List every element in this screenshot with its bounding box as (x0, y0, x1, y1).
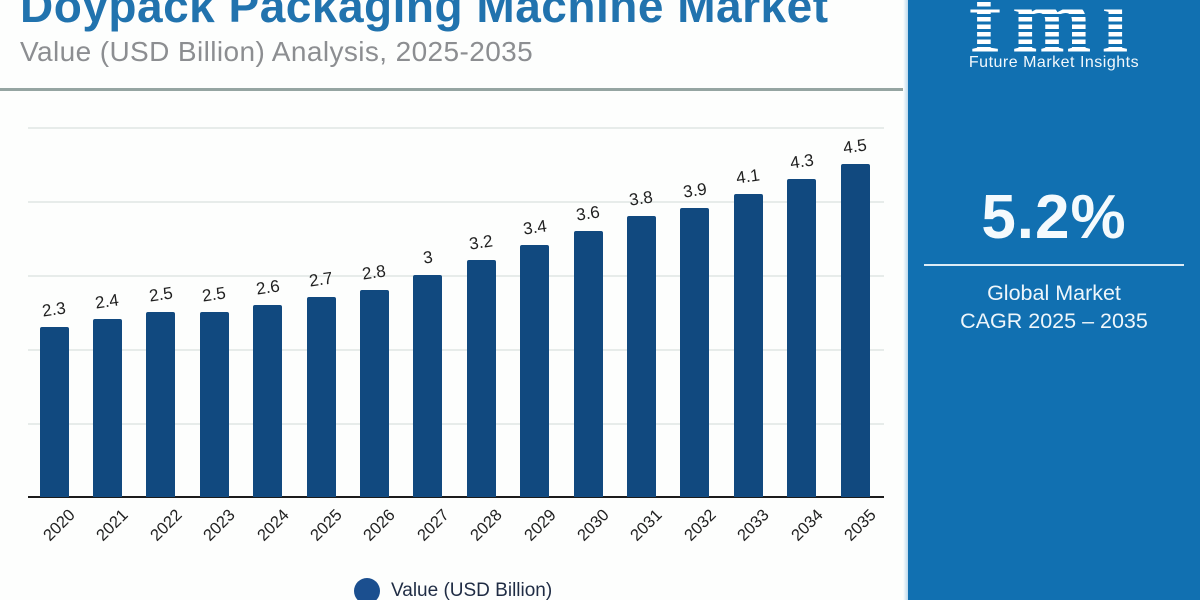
x-axis-line (28, 496, 884, 498)
chart-legend: Value (USD Billion) (354, 578, 552, 600)
logo-stripes (965, 0, 1143, 68)
bar-2021 (92, 319, 122, 497)
chart-region: Doypack Packaging Machine Market Value (… (0, 0, 908, 600)
brand-side-panel: fmi Future Market Insights 5.2% Global M… (903, 0, 1200, 600)
fmi-logo-block: fmi (908, 0, 1200, 68)
x-tick-label: 2034 (787, 506, 827, 545)
bar-2035 (840, 164, 870, 497)
gridline (28, 201, 884, 203)
bar-value-label: 3.6 (574, 202, 601, 225)
legend-marker-icon (354, 578, 380, 600)
bar-value-label: 2.5 (201, 283, 228, 306)
fmi-tagline: Future Market Insights (968, 54, 1140, 71)
cagr-value: 5.2% (981, 183, 1127, 252)
bar-2029 (520, 245, 550, 497)
cagr-caption: Global Market CAGR 2025 – 2035 (908, 280, 1200, 336)
x-tick-label: 2021 (93, 506, 133, 545)
x-tick-label: 2020 (40, 506, 79, 545)
gridline (28, 423, 884, 425)
cagr-caption-line2: CAGR 2025 – 2035 (960, 308, 1148, 333)
page-subtitle: Value (USD Billion) Analysis, 2025-2035 (20, 36, 534, 67)
gridline (28, 127, 884, 129)
bar-2033 (733, 194, 763, 497)
bar-value-label: 4.3 (788, 150, 815, 173)
panel-edge (903, 0, 908, 600)
bar-value-label: 2.7 (307, 268, 334, 291)
bar-2023 (199, 312, 229, 497)
x-tick-label: 2023 (200, 506, 239, 545)
bar-value-label: 3.4 (521, 216, 548, 239)
x-tick-label: 2033 (734, 506, 773, 545)
bar-value-label: 3 (421, 247, 434, 268)
bar-2034 (787, 179, 817, 497)
bar-value-label: 2.5 (147, 283, 174, 306)
x-tick-label: 2022 (146, 506, 186, 545)
x-tick-label: 2028 (467, 506, 506, 545)
bar-2025 (306, 297, 336, 497)
bar-2031 (626, 216, 656, 497)
bar-2022 (146, 312, 176, 497)
bar-value-label: 2.4 (94, 290, 121, 313)
x-tick-label: 2025 (307, 506, 346, 545)
bar-2024 (253, 305, 283, 497)
page-title: Doypack Packaging Machine Market (20, 0, 829, 32)
bar-2032 (680, 208, 710, 497)
bar-value-label: 2.3 (40, 298, 67, 321)
bar-2030 (573, 231, 603, 497)
fmi-logo: fmi (965, 0, 1143, 68)
bar-value-label: 2.6 (254, 276, 281, 299)
bar-value-label: 3.2 (468, 231, 495, 254)
x-tick-label: 2029 (520, 506, 560, 545)
bar-2027 (413, 275, 443, 497)
bar-value-label: 2.8 (361, 261, 388, 284)
header-divider (0, 88, 908, 91)
gridline (28, 275, 884, 277)
bar-chart: Value (USD Billion) 2.3 2020 2.4 2021 2.5 202… (0, 100, 908, 600)
bar-value-label: 4.5 (841, 135, 868, 158)
x-tick-label: 2031 (627, 506, 667, 545)
cagr-caption-line1: Global Market (987, 281, 1121, 305)
bar-value-label: 4.1 (735, 165, 762, 188)
x-tick-label: 2030 (574, 506, 613, 545)
bar-2020 (39, 327, 69, 497)
bar-2028 (466, 260, 496, 497)
bar-2026 (359, 290, 389, 497)
cagr-divider (924, 264, 1184, 266)
gridline (28, 349, 884, 351)
legend-label: Value (USD Billion) (391, 580, 553, 600)
x-tick-label: 2026 (360, 506, 400, 545)
bar-value-label: 3.8 (628, 187, 655, 210)
x-tick-label: 2032 (680, 506, 720, 545)
x-tick-label: 2035 (841, 506, 880, 545)
x-tick-label: 2024 (253, 506, 293, 545)
x-tick-label: 2027 (413, 506, 453, 545)
